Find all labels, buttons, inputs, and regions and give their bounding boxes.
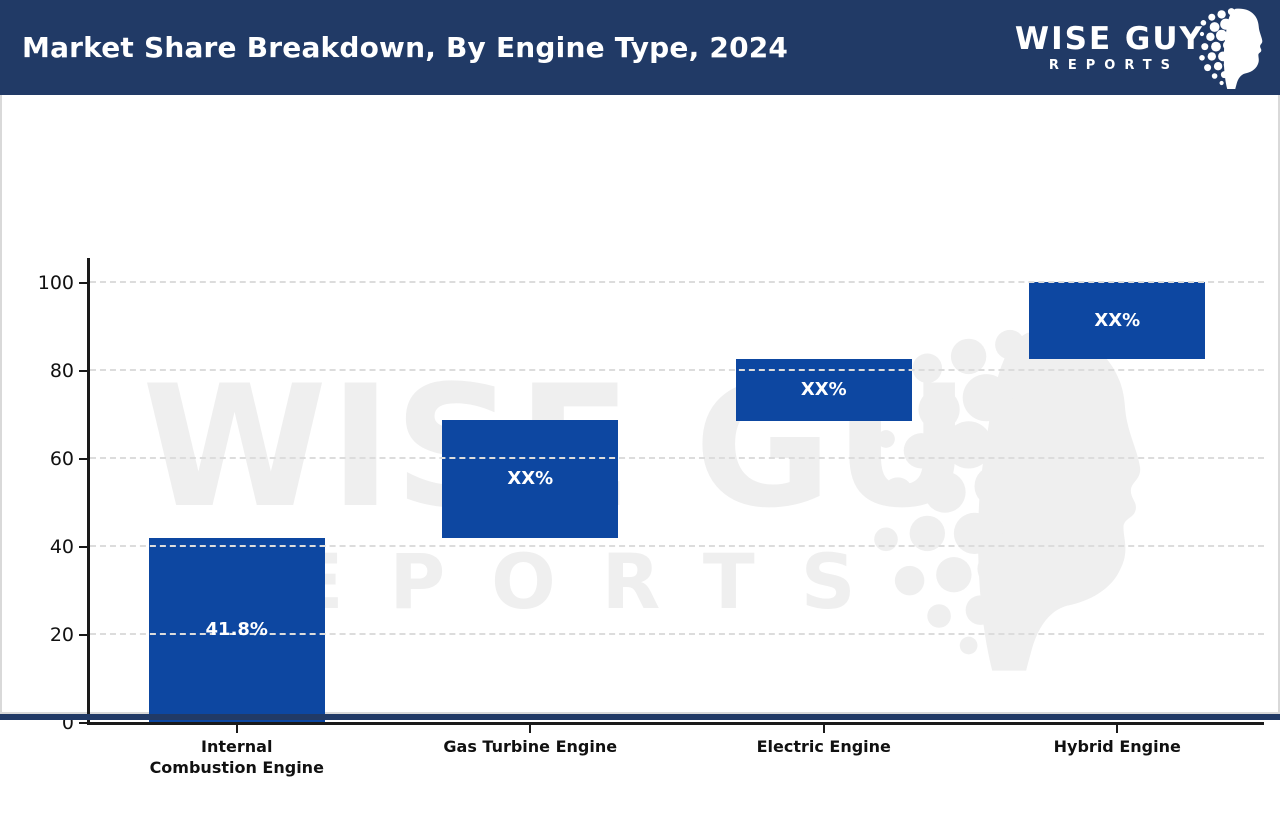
gridline: [90, 633, 1264, 635]
chart-card: WISE GUY REPORTS 0 20 40 60 80 100 41.8% Intern…: [0, 95, 1280, 777]
gridline: [90, 545, 1264, 547]
bar-value-label: 41.8%: [205, 619, 268, 641]
bar: [1029, 282, 1206, 359]
logo-subtitle: REPORTS: [1048, 57, 1180, 73]
x-tick-mark: [529, 725, 532, 733]
footer-bar: [0, 714, 1280, 720]
y-tick-mark: [79, 458, 87, 460]
dotted-face-icon: [1199, 7, 1263, 89]
x-axis: [87, 722, 1264, 725]
x-tick-mark: [1116, 725, 1119, 733]
category-label-line: Hybrid Engine: [1053, 737, 1181, 756]
bar-value-label: XX%: [1094, 309, 1141, 331]
y-tick-mark: [79, 722, 87, 724]
y-axis: [87, 258, 90, 725]
bar: [148, 538, 325, 722]
gridline: [90, 369, 1264, 371]
x-tick-mark: [235, 725, 238, 733]
x-tick-mark: [822, 725, 825, 733]
y-tick-mark: [79, 370, 87, 372]
y-tick-mark: [79, 282, 87, 284]
gridline: [90, 281, 1264, 283]
category-label-line: Combustion Engine: [149, 758, 324, 777]
category-label-line: Internal: [201, 737, 273, 756]
category-label: Internal Combustion Engine: [97, 736, 377, 778]
bar-value-label: XX%: [507, 468, 554, 490]
logo-wordmark: WISE GUY: [1014, 20, 1204, 57]
y-tick-mark: [79, 634, 87, 636]
category-label-line: Gas Turbine Engine: [443, 737, 618, 756]
wise-guy-logo: WISE GUY REPORTS: [1015, 6, 1266, 90]
category-label: Electric Engine: [684, 736, 964, 757]
category-label-line: Electric Engine: [756, 737, 891, 756]
header: Market Share Breakdown, By Engine Type, …: [0, 0, 1280, 95]
bar-value-label: XX%: [800, 378, 847, 400]
category-label: Hybrid Engine: [977, 736, 1257, 757]
y-tick-label: 80: [49, 360, 74, 382]
bar: [442, 420, 619, 539]
y-tick-label: 100: [37, 272, 74, 294]
y-tick-label: 40: [49, 536, 74, 558]
logo-text: WISE GUY REPORTS: [1015, 23, 1204, 73]
category-label: Gas Turbine Engine: [390, 736, 670, 757]
watermark-face-icon: [874, 329, 1141, 671]
gridline: [90, 457, 1264, 459]
y-tick-label: 60: [49, 448, 74, 470]
y-tick-mark: [79, 546, 87, 548]
y-tick-label: 20: [49, 624, 74, 646]
page-title: Market Share Breakdown, By Engine Type, …: [22, 31, 789, 64]
